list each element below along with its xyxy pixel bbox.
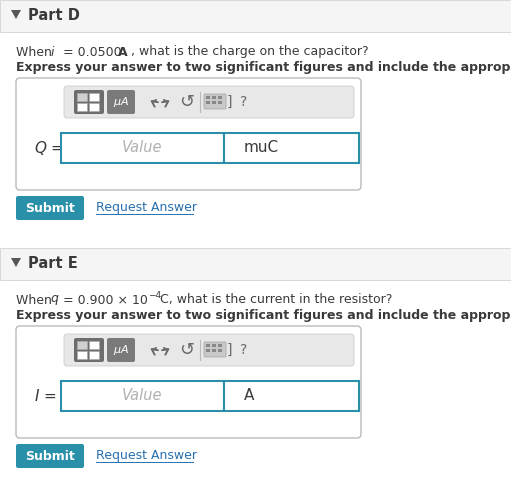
Text: = 0.0500: = 0.0500	[59, 46, 126, 59]
Bar	[212, 349, 216, 352]
Text: , what is the charge on the capacitor?: , what is the charge on the capacitor?	[127, 46, 368, 59]
Bar	[89, 351, 99, 359]
Text: $I$ =: $I$ =	[34, 388, 57, 404]
Text: ?: ?	[240, 343, 248, 357]
Bar	[206, 344, 210, 347]
Text: ↺: ↺	[179, 93, 195, 111]
Text: Part D: Part D	[28, 8, 80, 24]
FancyBboxPatch shape	[16, 444, 84, 468]
Bar	[224, 381, 359, 411]
Text: $Q$ =: $Q$ =	[34, 139, 64, 157]
FancyBboxPatch shape	[107, 338, 135, 362]
Bar	[212, 344, 216, 347]
Text: ↺: ↺	[179, 341, 195, 359]
Bar	[0, 0, 511, 32]
Bar	[206, 349, 210, 352]
Text: Submit: Submit	[25, 450, 75, 462]
Text: Express your answer to two significant figures and include the appropriate units: Express your answer to two significant f…	[16, 308, 511, 322]
Text: $\mu$A: $\mu$A	[113, 343, 129, 357]
FancyBboxPatch shape	[74, 90, 104, 114]
Text: Submit: Submit	[25, 202, 75, 214]
Polygon shape	[11, 258, 21, 267]
Bar	[224, 133, 359, 163]
Bar	[89, 341, 99, 349]
Bar	[61, 381, 224, 411]
FancyBboxPatch shape	[204, 342, 226, 357]
Text: muC: muC	[244, 140, 279, 156]
Text: ?: ?	[240, 95, 248, 109]
Bar	[77, 351, 87, 359]
Bar	[77, 341, 87, 349]
FancyBboxPatch shape	[64, 86, 354, 118]
Bar	[206, 101, 210, 104]
FancyBboxPatch shape	[204, 94, 226, 109]
Bar	[77, 93, 87, 101]
Bar	[212, 101, 216, 104]
Text: ]: ]	[226, 343, 232, 357]
Text: A: A	[244, 388, 254, 404]
Bar	[89, 93, 99, 101]
Text: When: When	[16, 294, 56, 306]
Text: Express your answer to two significant figures and include the appropriate units: Express your answer to two significant f…	[16, 60, 511, 74]
FancyBboxPatch shape	[74, 338, 104, 362]
Text: $\mu$A: $\mu$A	[113, 95, 129, 109]
Text: Value: Value	[122, 388, 162, 404]
FancyBboxPatch shape	[16, 326, 361, 438]
FancyBboxPatch shape	[16, 196, 84, 220]
Text: When: When	[16, 46, 56, 59]
Bar	[218, 96, 222, 99]
Text: Part E: Part E	[28, 256, 78, 272]
FancyBboxPatch shape	[107, 90, 135, 114]
Text: = 0.900 × 10: = 0.900 × 10	[59, 294, 148, 306]
Text: ]: ]	[226, 95, 232, 109]
Text: $i$: $i$	[50, 45, 55, 59]
Bar	[0, 248, 511, 280]
Polygon shape	[11, 10, 21, 19]
Bar	[218, 101, 222, 104]
Bar	[218, 349, 222, 352]
Text: A: A	[118, 46, 128, 59]
Bar	[89, 103, 99, 111]
FancyBboxPatch shape	[16, 78, 361, 190]
Bar	[61, 133, 224, 163]
Text: Request Answer: Request Answer	[96, 450, 197, 462]
FancyBboxPatch shape	[64, 334, 354, 366]
Text: Request Answer: Request Answer	[96, 202, 197, 214]
Bar	[212, 96, 216, 99]
Bar	[218, 344, 222, 347]
Text: −4: −4	[148, 290, 161, 300]
Bar	[206, 96, 210, 99]
Text: $q$: $q$	[50, 293, 59, 307]
Text: C, what is the current in the resistor?: C, what is the current in the resistor?	[156, 294, 392, 306]
Text: Value: Value	[122, 140, 162, 156]
Bar	[77, 103, 87, 111]
